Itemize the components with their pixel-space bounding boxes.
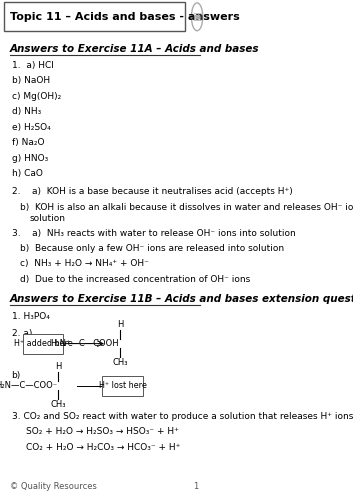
Text: CO₂ + H₂O → H₂CO₃ → HCO₃⁻ + H⁺: CO₂ + H₂O → H₂CO₃ → HCO₃⁻ + H⁺ xyxy=(26,442,180,452)
Text: solution: solution xyxy=(30,214,66,223)
Text: c)  NH₃ + H₂O → NH₄⁺ + OH⁻: c) NH₃ + H₂O → NH₄⁺ + OH⁻ xyxy=(20,260,149,268)
Text: 2. a): 2. a) xyxy=(12,328,32,338)
Text: Answers to Exercise 11A – Acids and bases: Answers to Exercise 11A – Acids and base… xyxy=(10,44,259,54)
Text: 3.    a)  NH₃ reacts with water to release OH⁻ ions into solution: 3. a) NH₃ reacts with water to release O… xyxy=(12,228,295,237)
Text: H⁺ lost here: H⁺ lost here xyxy=(98,382,146,390)
FancyBboxPatch shape xyxy=(5,2,185,31)
Text: b) NaOH: b) NaOH xyxy=(12,76,50,86)
Text: H₂N⁺—C—COOH: H₂N⁺—C—COOH xyxy=(50,339,119,348)
Text: H: H xyxy=(55,362,61,371)
Text: d) NH₃: d) NH₃ xyxy=(12,108,41,116)
Text: d)  Due to the increased concentration of OH⁻ ions: d) Due to the increased concentration of… xyxy=(20,274,250,283)
Text: 1. H₃PO₄: 1. H₃PO₄ xyxy=(12,312,49,320)
Text: H₂N—C—COO⁻: H₂N—C—COO⁻ xyxy=(0,382,57,390)
Text: 1: 1 xyxy=(193,482,198,491)
Text: Answers to Exercise 11B – Acids and bases extension questions: Answers to Exercise 11B – Acids and base… xyxy=(10,294,353,304)
Text: 3. CO₂ and SO₂ react with water to produce a solution that releases H⁺ ions: 3. CO₂ and SO₂ react with water to produ… xyxy=(12,412,353,420)
Text: SO₂ + H₂O → H₂SO₃ → HSO₃⁻ + H⁺: SO₂ + H₂O → H₂SO₃ → HSO₃⁻ + H⁺ xyxy=(26,427,179,436)
Text: CH₃: CH₃ xyxy=(50,400,66,409)
Circle shape xyxy=(191,3,203,30)
Text: H: H xyxy=(117,320,123,328)
Text: H⁺ added here: H⁺ added here xyxy=(13,339,72,348)
Text: 1.  a) HCl: 1. a) HCl xyxy=(12,61,53,70)
Text: c) Mg(OH)₂: c) Mg(OH)₂ xyxy=(12,92,61,101)
Text: e) H₂SO₄: e) H₂SO₄ xyxy=(12,122,50,132)
Text: CH₃: CH₃ xyxy=(112,358,128,366)
Text: b)  Because only a few OH⁻ ions are released into solution: b) Because only a few OH⁻ ions are relea… xyxy=(20,244,284,253)
Text: g) HNO₃: g) HNO₃ xyxy=(12,154,48,162)
Text: h) CaO: h) CaO xyxy=(12,169,42,178)
FancyBboxPatch shape xyxy=(23,334,63,353)
Text: f) Na₂O: f) Na₂O xyxy=(12,138,44,147)
FancyBboxPatch shape xyxy=(102,376,143,396)
Text: © Quality Resources: © Quality Resources xyxy=(10,482,96,491)
Text: Topic 11 – Acids and bases - answers: Topic 11 – Acids and bases - answers xyxy=(10,12,239,22)
Text: 2.    a)  KOH is a base because it neutralises acid (accepts H⁺): 2. a) KOH is a base because it neutralis… xyxy=(12,188,292,196)
Text: b)  KOH is also an alkali because it dissolves in water and releases OH⁻ ions in: b) KOH is also an alkali because it diss… xyxy=(20,203,353,212)
Text: b): b) xyxy=(12,371,21,380)
Text: ▣: ▣ xyxy=(192,12,202,22)
